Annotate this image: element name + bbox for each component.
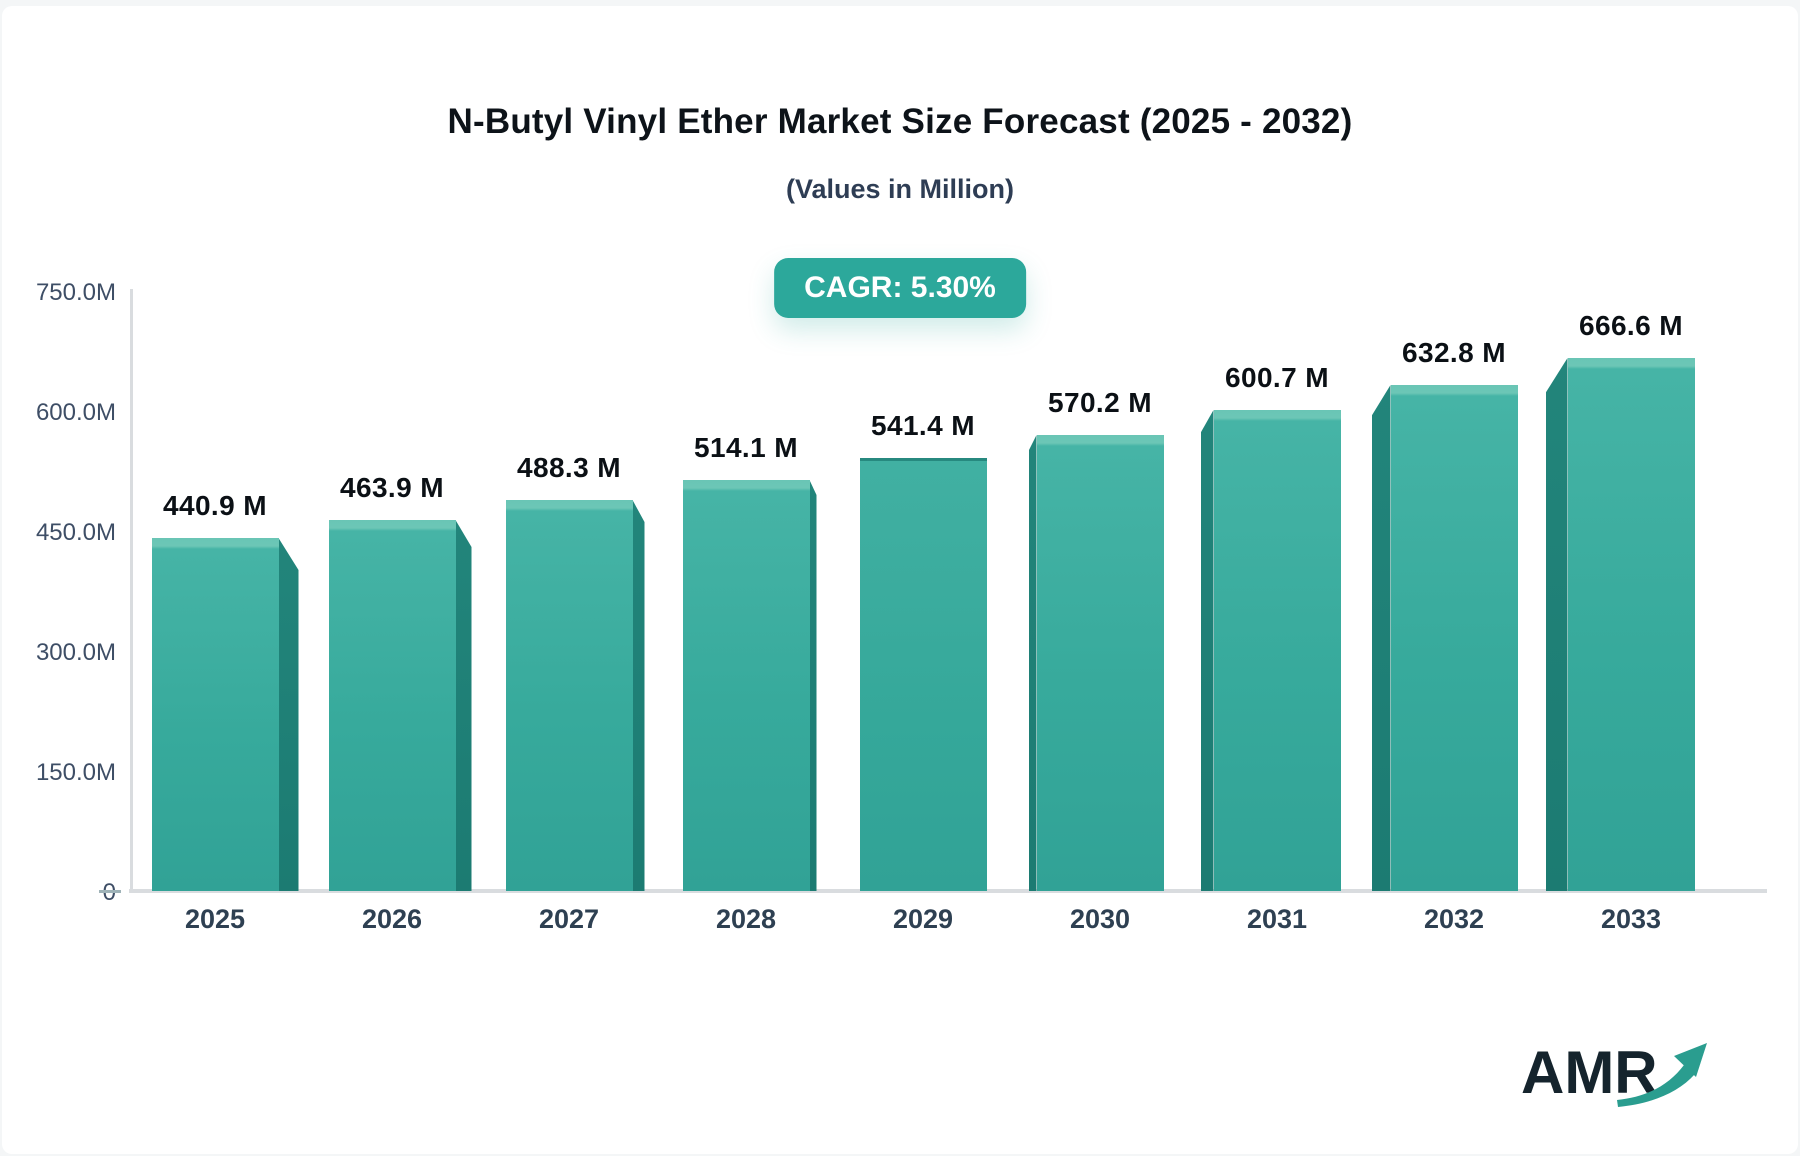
bar-value-label: 541.4 M [871, 410, 975, 441]
y-axis-tick-label: 0 [12, 878, 116, 908]
bar-2026 [328, 520, 456, 891]
chart-card: N-Butyl Vinyl Ether Market Size Forecast… [2, 6, 1798, 1154]
bar-side-face [455, 520, 472, 891]
amr-logo-graphic: AMR [1521, 1039, 1707, 1107]
bar-side-face [1028, 435, 1037, 891]
bar-value-label: 666.6 M [1579, 310, 1683, 341]
bar-value-label: 570.2 M [1048, 387, 1152, 418]
bar-side-face [632, 500, 645, 891]
bar-2032 [1390, 385, 1518, 891]
x-axis-tick-label: 2027 [538, 904, 600, 934]
x-axis-tick-label: 2033 [1600, 904, 1662, 934]
bar-value-label: 600.7 M [1225, 362, 1329, 393]
bar-side-face [1545, 358, 1568, 891]
x-axis-tick-label: 2032 [1423, 904, 1485, 934]
bar-value-label: 514.1 M [694, 432, 798, 463]
bar-value-label: 463.9 M [340, 472, 444, 503]
amr-logo-text: AMR [1521, 1039, 1658, 1106]
bar-side-face [1371, 385, 1391, 891]
x-axis-tick-label: 2031 [1246, 904, 1308, 934]
x-axis-line [129, 889, 1767, 893]
bar-side-face [1200, 410, 1214, 891]
amr-logo: AMR [1517, 1032, 1737, 1120]
x-axis-tick-label: 2026 [361, 904, 423, 934]
bar-2027 [505, 500, 633, 891]
trend-up-arrow-icon [1617, 1043, 1707, 1107]
bar-2030 [1036, 435, 1164, 891]
bar-2028 [682, 480, 810, 891]
x-axis-tick-label: 2030 [1069, 904, 1131, 934]
bar-2029 [859, 458, 987, 891]
y-axis-tick-label: 150.0M [35, 759, 116, 786]
bar-value-label: 488.3 M [517, 452, 621, 483]
y-axis-tick-label: 600.0M [35, 399, 116, 426]
y-axis-tick-label: 750.0M [35, 279, 116, 306]
chart-title: N-Butyl Vinyl Ether Market Size Forecast… [447, 102, 1353, 141]
cagr-badge: CAGR: 5.30% [774, 258, 1026, 318]
bar-value-label: 632.8 M [1402, 337, 1506, 368]
bar-2031 [1213, 410, 1341, 891]
y-axis-zero-tick [99, 890, 121, 893]
x-axis-tick-label: 2028 [715, 904, 777, 934]
y-axis-tick-label: 300.0M [35, 639, 116, 666]
chart-subtitle: (Values in Million) [785, 174, 1015, 204]
y-axis-line [130, 289, 133, 892]
x-axis-tick-label: 2029 [892, 904, 954, 934]
y-axis-tick-label: 450.0M [35, 519, 116, 546]
bar-side-face [809, 480, 817, 891]
bar-2025 [151, 538, 279, 891]
bar-value-label: 440.9 M [163, 490, 267, 521]
bar-2033 [1567, 358, 1695, 891]
bar-side-face [278, 538, 299, 891]
x-axis-tick-label: 2025 [184, 904, 246, 934]
